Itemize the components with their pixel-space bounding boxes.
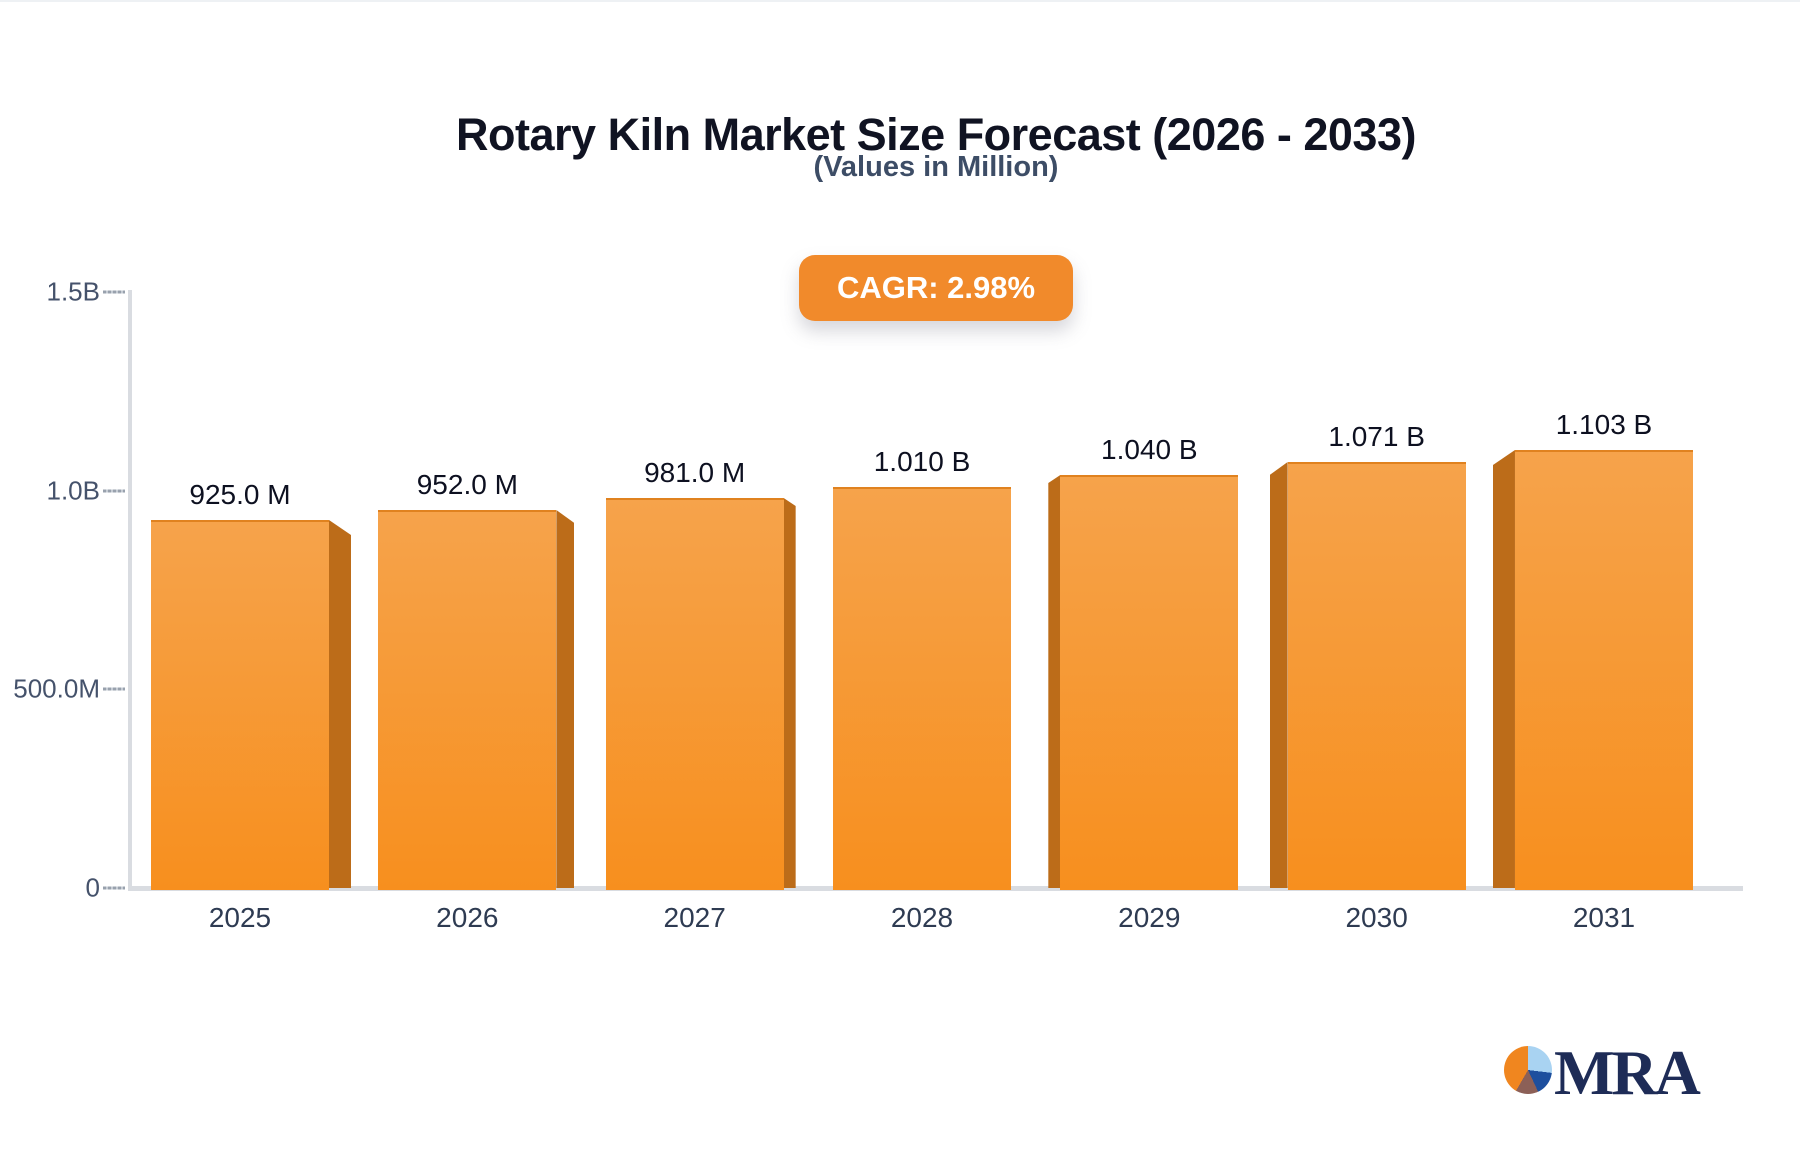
y-axis-line [128,290,132,888]
bar-2027 [605,498,784,890]
cagr-badge-row: CAGR: 2.98% [72,255,1800,321]
bar-2025 [151,520,329,890]
x-axis-label-2027: 2027 [663,902,726,933]
bar-2029 [1060,475,1239,890]
x-axis-label-2029: 2029 [1118,902,1181,933]
y-tick-mark [103,687,125,691]
bar-value-label: 925.0 M [189,479,291,510]
bar-value-label: 1.040 B [1101,434,1198,465]
logo-text: MRA [1554,1037,1701,1108]
cagr-badge: CAGR: 2.98% [799,255,1073,321]
chart-subtitle: (Values in Million) [813,151,1059,183]
y-tick-label: 1.0B [46,475,101,506]
x-axis-label-2028: 2028 [890,902,954,933]
bar-side-face [1492,450,1515,888]
y-tick-label: 500.0M [13,673,100,704]
mra-logo: MRA [1504,1037,1754,1108]
x-axis-label-2025: 2025 [208,902,272,933]
bar-value-label: 952.0 M [416,469,518,500]
y-tick-mark [103,290,125,294]
bar-side-face [1048,475,1061,888]
page-title: Rotary Kiln Market Size Forecast (2026 -… [456,109,1416,160]
pie-chart-logo-icon [1504,1046,1552,1094]
bar-side-face [329,520,351,888]
bar-2026 [378,510,557,890]
x-axis-label-2026: 2026 [436,902,499,933]
bar-value-label: 1.010 B [873,446,971,477]
y-tick-mark [103,886,125,890]
bar-value-label: 981.0 M [644,457,746,488]
bar-2031 [1514,450,1693,890]
y-tick-mark [103,489,125,493]
x-axis-label-2030: 2030 [1345,902,1408,933]
bar-value-label: 1.103 B [1555,409,1653,440]
bar-value-label: 1.071 B [1328,421,1425,452]
bar-2030 [1287,462,1466,890]
y-tick-label: 0 [85,872,100,903]
bar-side-face [783,498,796,888]
y-tick-label: 1.5B [46,276,101,307]
bar-2028 [832,487,1011,890]
bar-side-face [1269,462,1288,888]
x-axis-label-2031: 2031 [1572,902,1636,933]
bar-side-face [556,510,575,888]
